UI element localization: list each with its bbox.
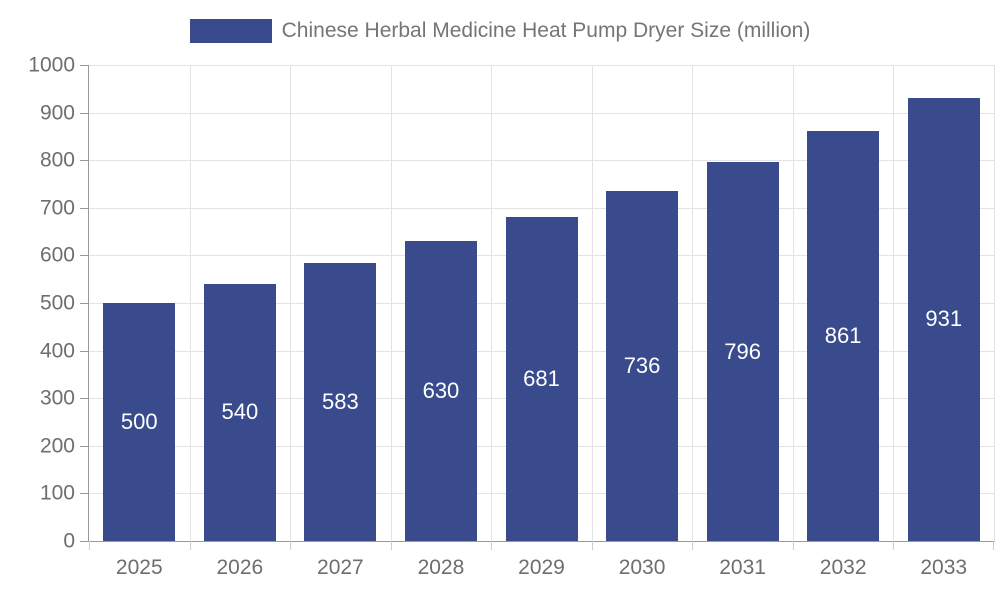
bar-2032[interactable]: 861 [807, 131, 880, 541]
y-axis-tick [80, 160, 89, 162]
x-axis-label-2033: 2033 [920, 556, 968, 579]
x-axis-tick [993, 541, 994, 550]
y-axis-tick-label: 500 [39, 291, 75, 315]
gridline-horizontal [89, 207, 994, 209]
y-axis-tick [80, 65, 89, 66]
plot-area: 0 100 200 300 400 500 600 700 800 900 1000 500 2025 5… [28, 55, 995, 578]
x-axis-label-2029: 2029 [518, 556, 565, 579]
y-axis-tick-label: 900 [39, 101, 75, 125]
gridline-horizontal [89, 112, 994, 114]
y-axis-tick-label: 600 [39, 243, 75, 267]
gridline-horizontal [89, 65, 994, 66]
bar-value-label: 630 [422, 378, 460, 404]
bar-value-label: 861 [824, 323, 862, 349]
y-axis-tick [80, 541, 89, 542]
x-axis-tick [591, 541, 593, 550]
legend-swatch [189, 19, 272, 43]
x-axis-tick [290, 541, 292, 550]
y-axis-tick-label: 400 [39, 339, 75, 363]
bar-2033[interactable]: 931 [907, 97, 980, 541]
bar-2027[interactable]: 583 [304, 263, 377, 541]
gridline-vertical [491, 65, 493, 541]
y-axis-tick-label: 100 [39, 481, 75, 505]
x-axis-tick [189, 541, 191, 550]
x-axis-label-2032: 2032 [819, 556, 867, 579]
y-axis-tick [80, 445, 89, 447]
bar-2031[interactable]: 796 [706, 162, 779, 541]
y-axis-tick [80, 255, 89, 257]
x-axis-label-2025: 2025 [115, 556, 163, 579]
gridline-vertical [591, 65, 593, 541]
bar-2025[interactable]: 500 [103, 303, 176, 541]
legend-item[interactable]: Chinese Herbal Medicine Heat Pump Dryer … [0, 16, 1000, 46]
bar-2029[interactable]: 681 [505, 216, 578, 541]
bar-2030[interactable]: 736 [606, 190, 679, 541]
y-axis-tick-label: 200 [39, 434, 75, 458]
x-axis-label-2026: 2026 [216, 556, 264, 579]
x-axis-tick [692, 541, 694, 550]
bar-value-label: 681 [523, 365, 560, 391]
bar-value-label: 796 [724, 338, 761, 364]
y-axis-tick-label: 1000 [28, 53, 75, 77]
bar-value-label: 500 [120, 409, 158, 434]
gridline-vertical [290, 65, 292, 541]
y-axis-tick [80, 303, 89, 304]
bar-2028[interactable]: 630 [404, 241, 477, 541]
x-axis-tick [792, 541, 794, 550]
bar-value-label: 931 [925, 306, 963, 332]
y-axis-tick-label: 0 [63, 529, 75, 553]
x-axis-label-2028: 2028 [417, 556, 465, 579]
x-axis-tick [390, 541, 392, 550]
gridline-vertical [792, 65, 794, 541]
y-axis-tick-label: 700 [39, 196, 75, 220]
gridline-vertical [189, 65, 191, 541]
legend-label: Chinese Herbal Medicine Heat Pump Dryer … [281, 19, 811, 42]
bar-value-label: 583 [322, 389, 359, 415]
x-axis-tick [491, 541, 493, 550]
y-axis-tick [80, 207, 89, 209]
x-axis-tick [89, 541, 90, 550]
bar-value-label: 736 [623, 352, 661, 378]
y-axis-tick [80, 493, 89, 495]
bar-value-label: 540 [221, 399, 259, 425]
x-axis-label-2027: 2027 [317, 556, 364, 579]
y-axis-tick-label: 800 [39, 148, 75, 172]
y-axis-tick [80, 398, 89, 400]
bar-2026[interactable]: 540 [203, 283, 276, 541]
x-axis-label-2030: 2030 [618, 556, 666, 579]
y-axis-tick-label: 300 [39, 386, 75, 410]
gridline-horizontal [89, 160, 994, 162]
gridline-vertical [893, 65, 895, 541]
x-axis-tick [893, 541, 895, 550]
x-axis-label-2031: 2031 [719, 556, 766, 579]
gridline-vertical [692, 65, 694, 541]
y-axis-tick [80, 350, 89, 352]
gridline-vertical [390, 65, 392, 541]
y-axis-tick [80, 112, 89, 114]
